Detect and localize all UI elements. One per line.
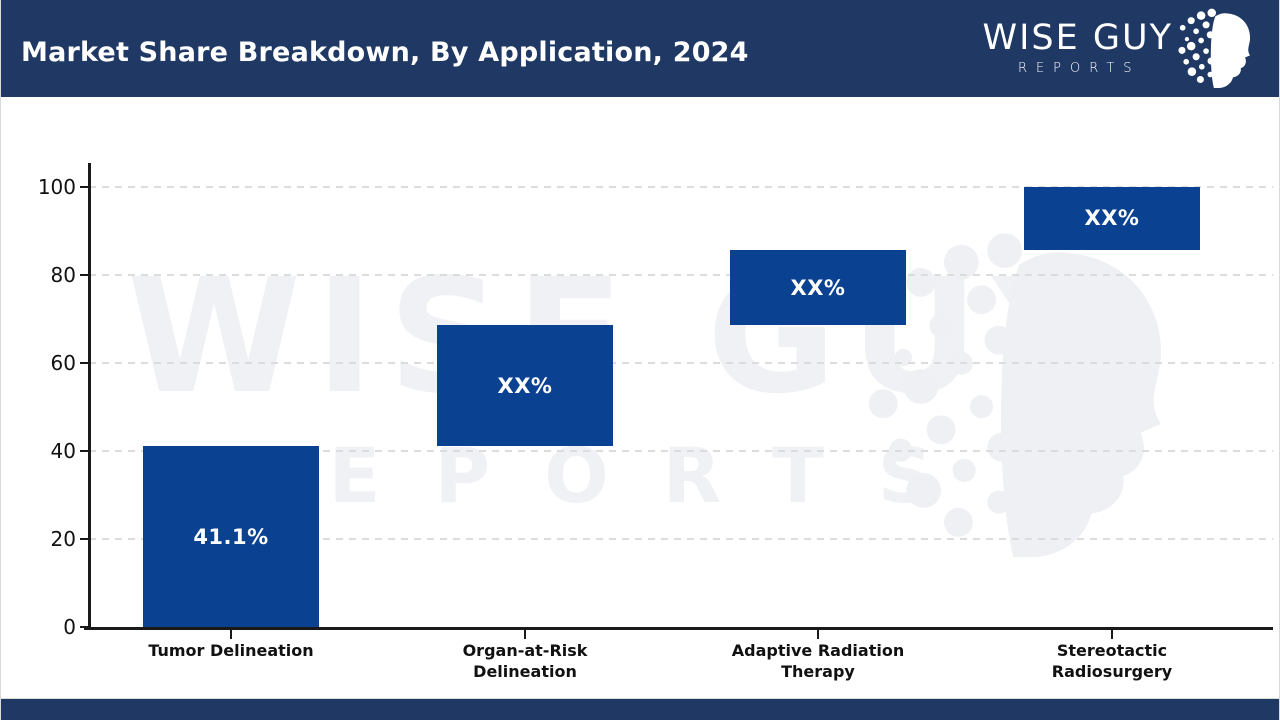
logo-text: WISE GUY REPORTS	[982, 18, 1173, 77]
y-gridline	[89, 362, 1273, 364]
y-gridline	[89, 450, 1273, 452]
y-axis-tick	[80, 362, 89, 364]
logo-subtitle: REPORTS	[1017, 61, 1141, 76]
bar-segment: XX%	[730, 249, 906, 326]
x-category-label: Organ-at-Risk Delineation	[462, 641, 588, 682]
x-category-label: Adaptive Radiation Therapy	[731, 641, 905, 682]
bar-value-label: 41.1%	[193, 524, 269, 549]
y-axis-tick-label: 40	[50, 439, 76, 463]
footer-bar	[1, 698, 1279, 720]
y-axis-tick-label: 0	[63, 615, 76, 639]
bar-value-label: XX%	[1084, 206, 1140, 231]
y-gridline	[89, 274, 1273, 276]
y-gridline	[89, 538, 1273, 540]
y-axis-tick-label: 60	[50, 351, 76, 375]
y-axis-line	[88, 163, 91, 630]
x-axis-line	[84, 627, 1273, 630]
x-axis-tick	[524, 630, 526, 639]
y-axis-tick-label: 100	[37, 175, 76, 199]
header-banner: Market Share Breakdown, By Application, …	[1, 0, 1279, 97]
x-axis-tick	[1111, 630, 1113, 639]
bar-segment: XX%	[1024, 187, 1200, 250]
y-axis-tick	[80, 186, 89, 188]
bar-value-label: XX%	[497, 373, 553, 398]
x-category-label: Stereotactic Radiosurgery	[1051, 641, 1173, 682]
y-axis-tick-label: 20	[50, 527, 76, 551]
x-axis-tick	[230, 630, 232, 639]
x-category-label: Tumor Delineation	[148, 641, 314, 660]
bar-segment: 41.1%	[143, 446, 319, 627]
head-profile-logo-icon	[1177, 7, 1255, 91]
wise-guy-reports-logo: WISE GUY REPORTS	[982, 7, 1255, 91]
y-axis-tick	[80, 274, 89, 276]
y-axis-tick	[80, 450, 89, 452]
bar-segment: XX%	[437, 325, 613, 447]
x-axis-tick	[817, 630, 819, 639]
y-gridline	[89, 186, 1273, 188]
logo-wordmark: WISE GUY	[982, 18, 1173, 58]
y-axis-tick	[80, 538, 89, 540]
y-axis-tick-label: 80	[50, 263, 76, 287]
bar-value-label: XX%	[790, 275, 846, 300]
page-title: Market Share Breakdown, By Application, …	[21, 37, 749, 68]
